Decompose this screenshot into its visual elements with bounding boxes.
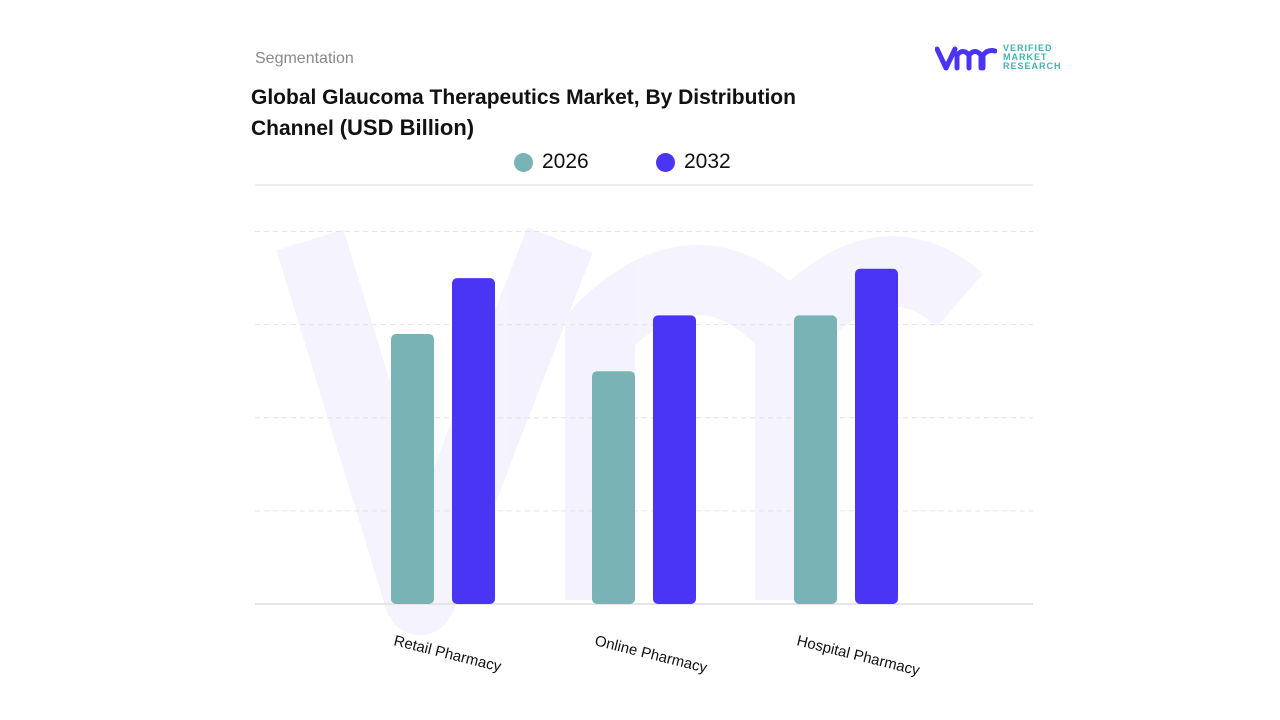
x-tick-label: Online Pharmacy [593,632,709,676]
bar-2032-online-pharmacy [653,315,696,604]
x-tick-label: Hospital Pharmacy [795,632,922,679]
legend-swatch-2032 [656,152,675,172]
legend-item-2026: 2026 [514,150,589,174]
bar-2032-retail-pharmacy [452,278,495,604]
legend-label: 2026 [542,150,589,173]
legend-item-2032: 2032 [656,150,731,174]
logo-text-1: VERIFIED [1003,43,1053,53]
bar-2026-online-pharmacy [592,371,635,604]
bar-2026-retail-pharmacy [391,333,434,604]
legend-label: 2032 [684,150,731,173]
logo: VERIFIED MARKET RESEARCH [935,44,1062,71]
chart-title: Global Glaucoma Therapeutics Market, By … [251,86,796,140]
bar-2032-hospital-pharmacy [855,268,898,604]
logo-text-3: RESEARCH [1003,61,1062,71]
logo-text-2: MARKET [1003,52,1048,62]
legend-swatch-2026 [514,152,533,172]
x-tick-label: Retail Pharmacy [392,632,503,675]
bar-2026-hospital-pharmacy [794,315,837,604]
vmr-logo-icon [935,46,997,70]
section-label: Segmentation [255,50,354,67]
